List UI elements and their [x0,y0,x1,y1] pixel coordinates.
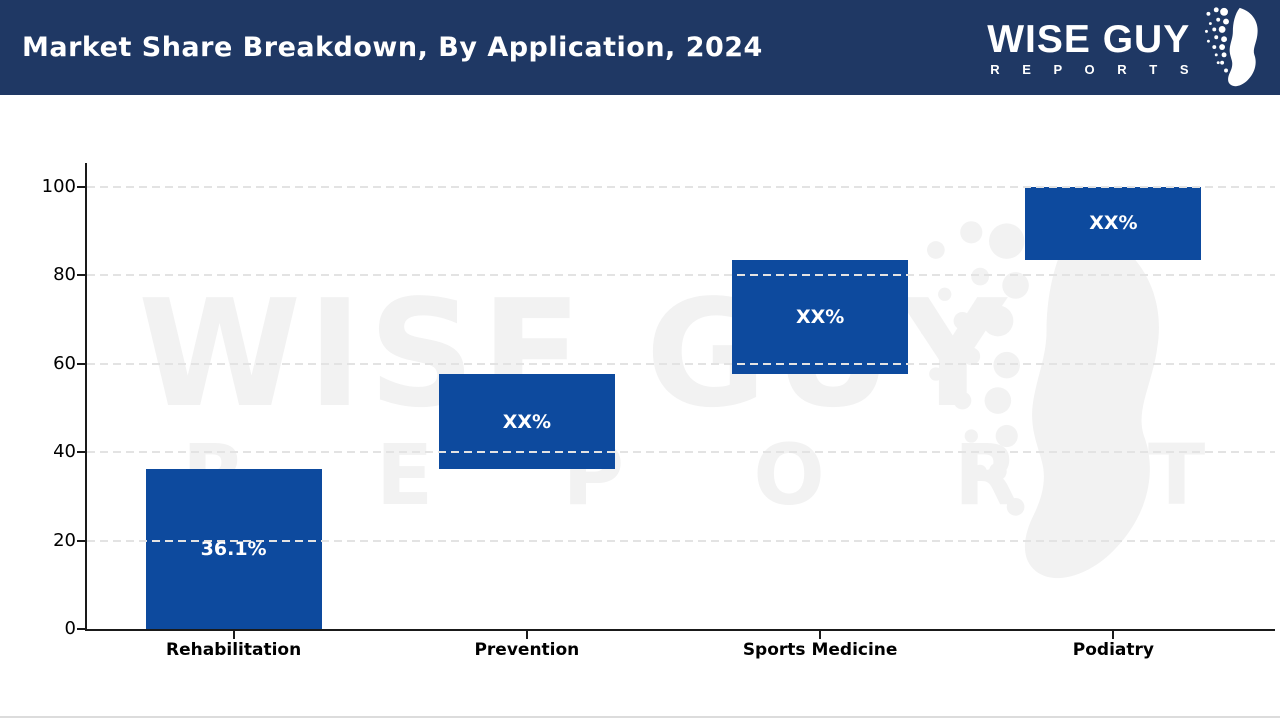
waterfall-bar: XX% [438,373,615,470]
head-profile-icon [1205,7,1258,87]
y-tick-mark [77,186,86,189]
y-tick-label: 0 [64,618,76,639]
y-tick-label: 20 [53,529,76,551]
y-axis-line [85,163,87,631]
x-category-label: Rehabilitation [166,640,302,660]
x-tick-mark [819,631,822,639]
x-category-label: Prevention [474,640,580,660]
x-category-label: Podiatry [1072,640,1154,660]
bar-value-label: XX% [1089,212,1138,235]
waterfall-chart: WISE GUY R E P O R T S 36.1%XX%XX%XX% 02… [0,95,1280,720]
bar-value-label: XX% [502,410,552,433]
x-axis-line [85,629,1275,631]
waterfall-bar: XX% [732,259,909,374]
bar-value-label: 36.1% [200,538,267,561]
bar-value-label: XX% [795,305,845,328]
x-tick-mark [232,631,235,639]
gridline [87,451,1275,454]
y-tick-label: 100 [41,176,76,198]
bottom-divider [0,716,1280,718]
y-tick-mark [77,451,86,454]
y-tick-mark [77,539,86,542]
waterfall-bar: 36.1% [145,469,322,629]
logo-line2: R E P O R T S [990,61,1198,77]
x-tick-mark [1112,631,1115,639]
wise-guy-reports-logo: WISE GUY R E P O R T S [987,6,1266,90]
waterfall-bar: XX% [1025,187,1202,260]
logo-wordmark: WISE GUY R E P O R T S [987,20,1198,77]
page-title: Market Share Breakdown, By Application, … [22,32,763,63]
gridline [87,539,1275,542]
y-tick-label: 80 [53,264,76,286]
y-tick-mark [77,362,86,365]
gridline [87,186,1275,189]
header: Market Share Breakdown, By Application, … [0,0,1280,95]
gridline [87,362,1275,365]
watermark-line2: R E P O R T S [182,426,1280,524]
y-tick-label: 40 [53,441,76,463]
y-tick-mark [77,628,86,630]
x-category-label: Sports Medicine [742,640,898,660]
gridline [87,274,1275,277]
watermark-head-icon [920,221,1159,579]
x-tick-mark [525,631,528,639]
y-tick-mark [77,274,86,277]
y-tick-label: 60 [53,352,76,374]
logo-line1: WISE GUY [987,17,1191,61]
